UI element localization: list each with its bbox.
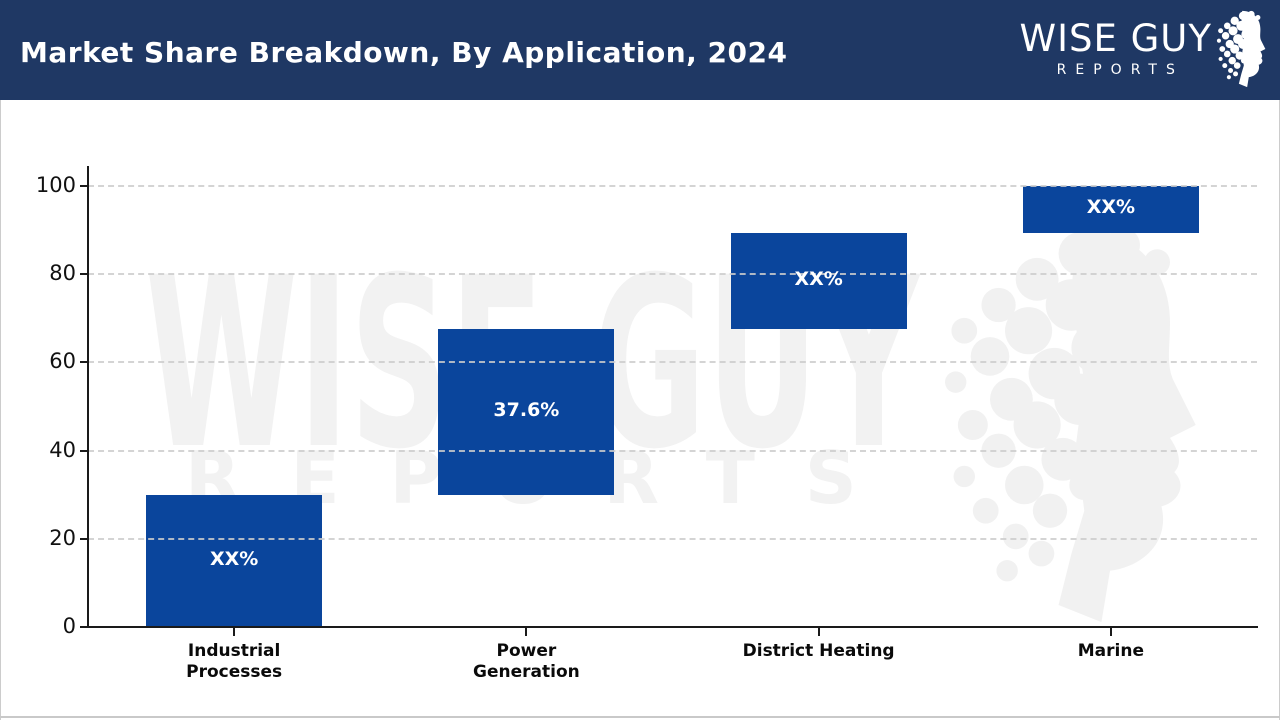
y-tick-label: 40: [49, 437, 76, 462]
x-tick-mark: [525, 628, 528, 636]
logo-brand-subtitle: REPORTS: [1056, 61, 1184, 78]
wiseguy-logo-text: WISE GUY REPORTS: [1019, 17, 1212, 78]
x-tick-label: Marine: [1077, 641, 1144, 661]
bar-value-label: XX%: [794, 267, 843, 290]
gridline: [88, 273, 1257, 276]
y-tick-mark: [80, 273, 88, 276]
y-tick-mark: [80, 537, 88, 540]
page-title: Market Share Breakdown, By Application, …: [20, 36, 788, 69]
x-tick-label: Industrial Processes: [186, 641, 283, 683]
x-tick-label: Power Generation: [473, 641, 580, 683]
bar: [146, 494, 323, 627]
y-tick-mark: [80, 361, 88, 364]
y-tick-label: 0: [62, 614, 76, 638]
x-tick-mark: [817, 628, 820, 636]
y-tick-mark: [80, 449, 88, 452]
gridline: [88, 537, 1257, 540]
bottom-border: [0, 716, 1280, 718]
y-tick-mark: [80, 185, 88, 187]
y-axis-line: [87, 166, 89, 627]
left-border: [0, 100, 1, 720]
y-tick-label: 20: [49, 525, 76, 550]
bar-value-label: XX%: [209, 547, 259, 570]
header-bar: Market Share Breakdown, By Application, …: [0, 0, 1280, 100]
wiseguy-head-logo-icon: [1216, 10, 1266, 88]
bar-value-label: XX%: [1086, 196, 1136, 219]
wiseguy-logo: WISE GUY REPORTS: [1020, 6, 1272, 92]
x-tick-mark: [1109, 628, 1112, 636]
y-tick-label: 80: [49, 261, 76, 286]
gridline: [88, 185, 1257, 187]
y-tick-label: 60: [49, 349, 76, 374]
gridline: [88, 361, 1257, 364]
bar: [730, 232, 907, 329]
logo-brand-name: WISE GUY: [1019, 17, 1212, 61]
bar: [438, 328, 615, 495]
watermark-head: [945, 227, 1196, 623]
y-tick-label: 100: [35, 173, 76, 197]
y-tick-mark: [80, 626, 88, 628]
x-axis-line: [87, 626, 1258, 628]
bar: [1022, 186, 1199, 233]
bar-value-label: 37.6%: [493, 398, 560, 421]
gridline: [88, 449, 1257, 452]
x-tick-label: District Heating: [742, 641, 895, 661]
x-tick-mark: [233, 628, 236, 636]
